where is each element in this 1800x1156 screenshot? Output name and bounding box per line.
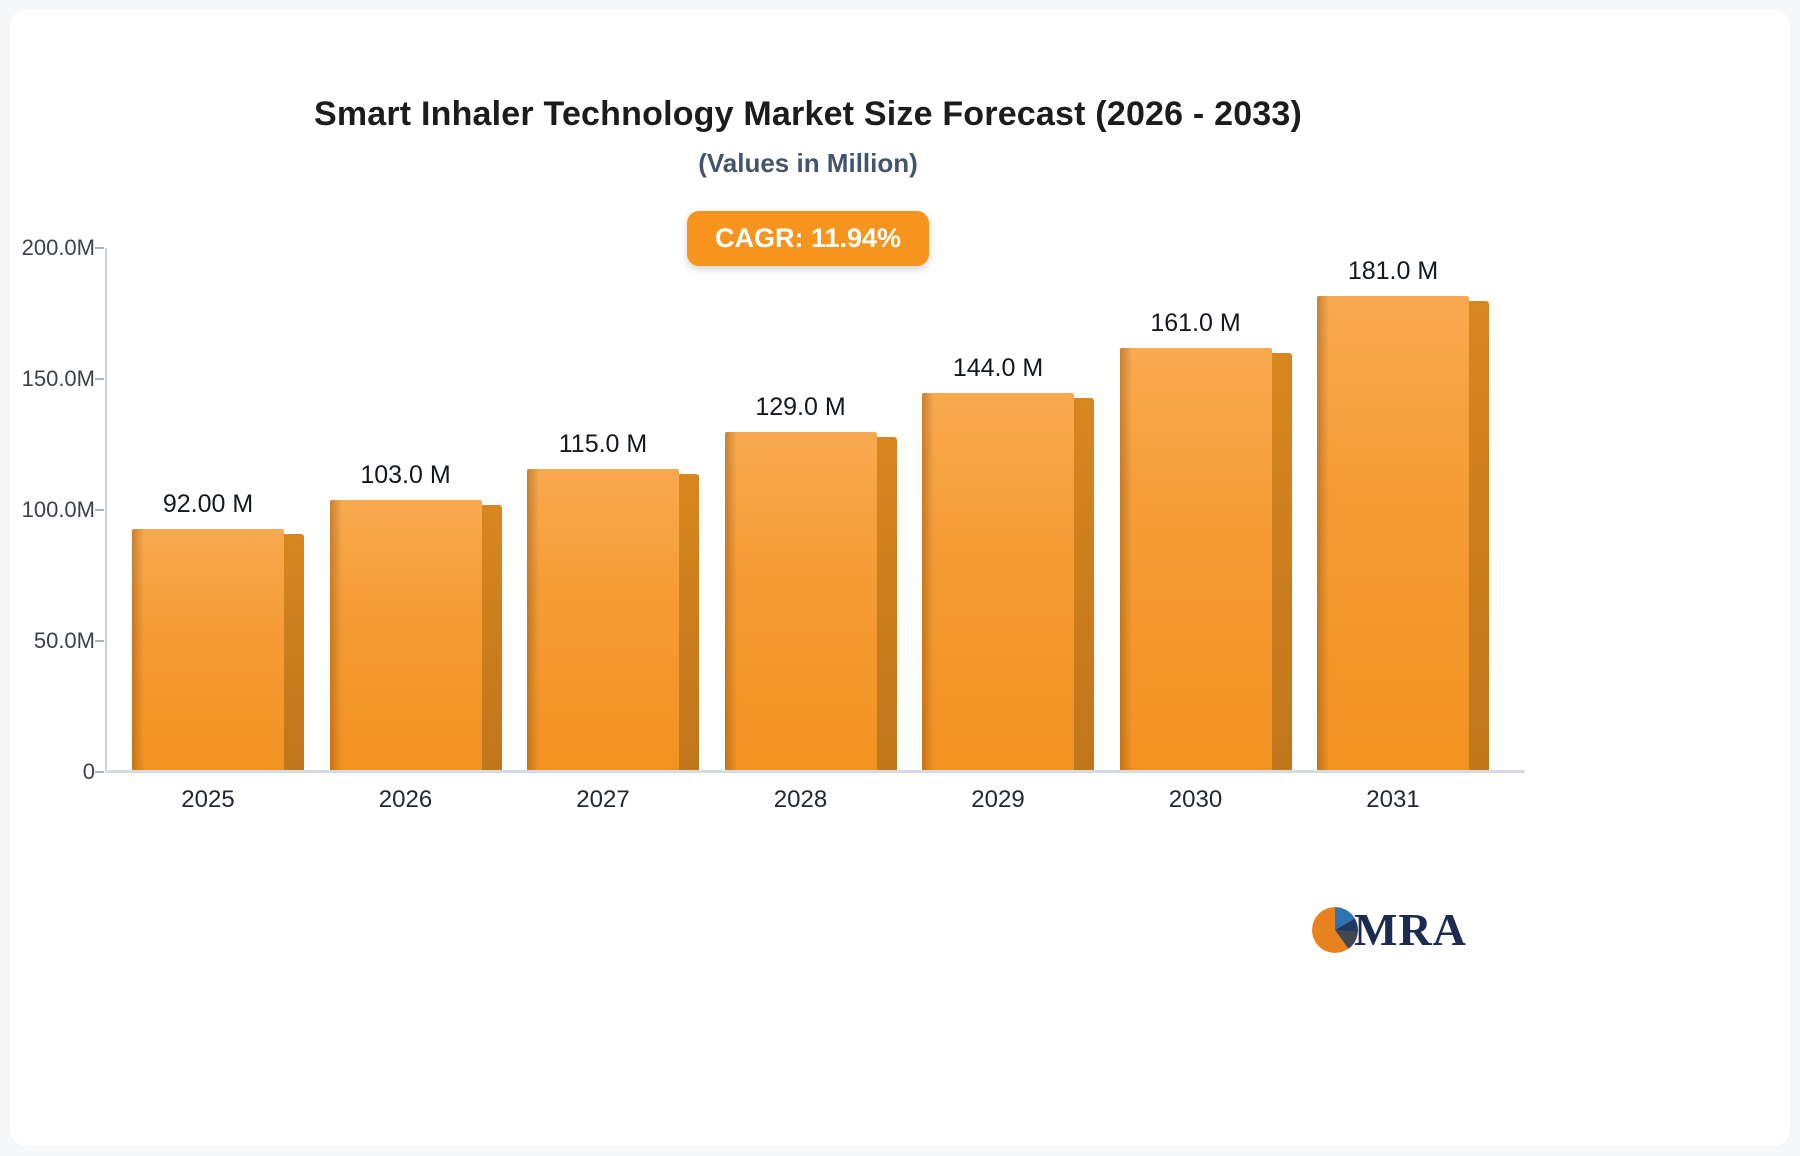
x-axis-label: 2028 — [773, 786, 828, 813]
bar-value-label: 144.0 M — [952, 353, 1044, 382]
bar-side-face — [1269, 353, 1292, 770]
y-axis-tick-label: 0 — [82, 759, 95, 784]
chart-subtitle: (Values in Million) — [698, 148, 918, 178]
y-axis-tick-mark — [95, 771, 104, 773]
bar-group: 103.0 M 2026 — [329, 246, 502, 813]
y-axis-tick-mark — [95, 640, 104, 642]
bar-group: 161.0 M 2030 — [1119, 246, 1292, 813]
x-axis-line — [105, 770, 1525, 773]
plot-area: 0 50.0M 100.0M 150.0M 200.0M 92.00 M 2025 103.0… — [22, 235, 1525, 813]
bar-side-face — [1467, 300, 1489, 770]
bar — [132, 528, 284, 770]
x-axis-label: 2025 — [181, 786, 235, 813]
y-axis-tick-label: 150.0M — [21, 366, 95, 391]
bar-group: 144.0 M 2029 — [922, 246, 1094, 813]
bar — [922, 392, 1074, 770]
bar-value-label: 161.0 M — [1150, 309, 1241, 338]
bar — [527, 468, 679, 770]
bar-group: 115.0 M 2027 — [527, 246, 699, 813]
x-axis-label: 2026 — [378, 786, 433, 813]
bar-side-face — [677, 473, 699, 770]
y-axis-tick-label: 50.0M — [33, 628, 95, 653]
bar-group: 92.00 M 2025 — [132, 246, 304, 813]
x-axis-label: 2029 — [971, 786, 1025, 813]
bar-group: 129.0 M 2028 — [724, 246, 897, 813]
x-axis-label: 2031 — [1366, 786, 1420, 813]
bar-value-label: 115.0 M — [558, 429, 648, 458]
x-axis-label: 2027 — [576, 786, 630, 813]
y-axis-tick-mark — [95, 378, 104, 380]
bar-value-label: 92.00 M — [162, 489, 254, 518]
chart-card: Smart Inhaler Technology Market Size For… — [10, 10, 1790, 1146]
bar-value-label: 129.0 M — [755, 393, 846, 422]
bar — [329, 500, 482, 770]
y-axis-tick-label: 200.0M — [21, 235, 95, 260]
bar — [1119, 348, 1272, 770]
chart-header: Smart Inhaler Technology Market Size For… — [10, 95, 1606, 266]
y-axis-tick-label: 100.0M — [21, 497, 95, 522]
bar-value-label: 103.0 M — [360, 461, 451, 490]
bar-group: 181.0 M 2031 — [1317, 246, 1489, 813]
cagr-badge: CAGR: 11.94% — [686, 211, 930, 266]
bar-side-face — [282, 533, 304, 770]
mra-logo-pie-icon — [1312, 906, 1358, 953]
mra-logo-text: MRA — [1354, 904, 1467, 955]
y-axis-tick-mark — [95, 247, 104, 249]
bar — [724, 432, 877, 770]
y-axis-line — [105, 248, 107, 772]
chart-title: Smart Inhaler Technology Market Size For… — [313, 95, 1303, 133]
mra-logo: MRA — [1310, 903, 1467, 956]
y-axis-tick-mark — [95, 509, 104, 511]
bar-side-face — [874, 437, 897, 770]
bar — [1317, 295, 1469, 770]
bar-side-face — [1072, 397, 1094, 770]
bar-side-face — [479, 505, 502, 770]
bar-value-label: 181.0 M — [1347, 256, 1439, 285]
x-axis-label: 2030 — [1168, 786, 1223, 813]
